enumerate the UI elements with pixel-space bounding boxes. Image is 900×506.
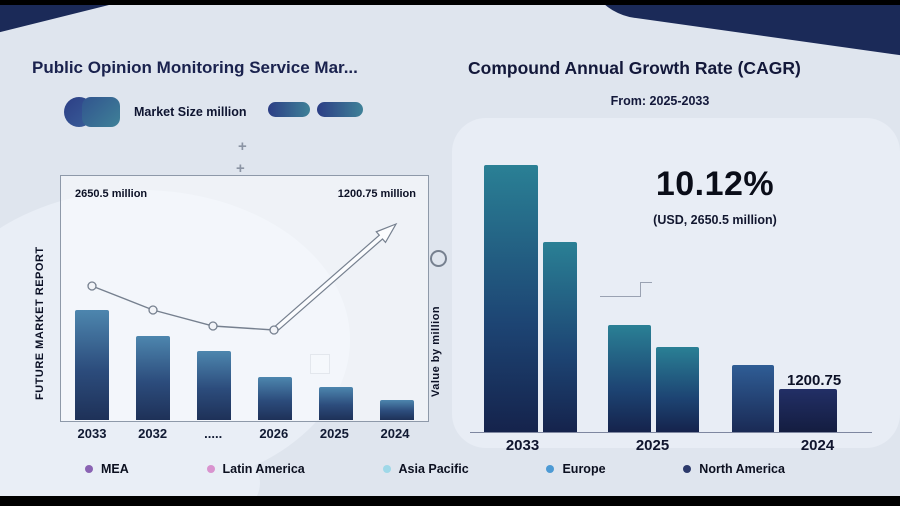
cagr-percentage: 10.12% <box>655 165 775 203</box>
step-decoration <box>640 282 652 283</box>
corner-shape-top-left <box>0 0 129 39</box>
region-legend: MEA Latin America Asia Pacific Europe North … <box>85 462 785 476</box>
legend-label: North America <box>699 462 785 476</box>
legend-dot-icon <box>382 465 391 473</box>
gradient-blob-icon <box>64 96 120 128</box>
market-x-axis-labels: 2033 2032..... 2026 2025 2024 <box>60 426 427 441</box>
pill-decoration <box>268 102 363 117</box>
legend-item-latin-america: Latin America <box>206 462 305 476</box>
plus-decoration: + <box>236 160 245 177</box>
plus-decoration: + <box>238 138 247 155</box>
trend-line-and-arrow <box>87 222 398 335</box>
pill-shape <box>82 97 120 127</box>
cagr-subtitle: From: 2025-2033 <box>610 94 710 108</box>
cagr-value-block: 10.12% (USD, 2650.5 million) <box>590 165 840 227</box>
value-label-2024: 1200.75 million <box>337 188 416 200</box>
x-label-2024: 2024 <box>800 437 835 454</box>
pill-shape <box>268 102 310 117</box>
market-x-label: 2026 <box>259 426 289 441</box>
cagr-bar-2025-secondary <box>656 346 699 432</box>
cagr-y-axis-label: Value by million <box>430 305 442 397</box>
left-chart-title: Public Opinion Monitoring Service Mar... <box>32 58 358 77</box>
legend-dot-icon <box>683 465 692 473</box>
step-decoration <box>600 283 641 297</box>
market-bar-..... <box>197 351 231 420</box>
cagr-bar-2033-primary <box>484 165 538 432</box>
legend-item-europe: Europe <box>546 462 606 476</box>
x-label-2033: 2033 <box>505 437 540 454</box>
cagr-x-axis-labels: 2033 2025 2024 <box>470 437 872 457</box>
growth-arrow <box>274 222 398 331</box>
market-bars <box>61 310 428 420</box>
cagr-group <box>484 165 577 432</box>
cagr-group <box>608 325 699 432</box>
top-frame-bar <box>0 0 900 5</box>
circle-decoration <box>430 250 447 267</box>
legend-dot-icon <box>85 465 93 473</box>
market-x-label: 2033 <box>77 426 107 441</box>
cagr-basis: (USD, 2650.5 million) <box>653 213 777 227</box>
cagr-bar-2024-secondary <box>779 389 837 432</box>
left-chart-y-axis-label: FUTURE MARKET REPORT <box>34 246 46 400</box>
market-bar-2025 <box>319 386 353 420</box>
market-x-label: 2025 <box>319 426 349 441</box>
legend-dot-icon <box>546 465 555 473</box>
cagr-bar-chart <box>470 158 872 433</box>
market-x-label: 2032 <box>138 426 168 441</box>
legend-dot-icon <box>206 465 215 473</box>
value-label-2033: 2650.5 million <box>75 188 148 200</box>
market-x-label: ..... <box>204 426 223 441</box>
x-label-2025: 2025 <box>635 437 670 454</box>
legend-label: Europe <box>562 462 606 476</box>
legend-item-north-america: North America <box>683 462 785 476</box>
legend-item-asia-pacific: Asia Pacific <box>382 462 469 476</box>
market-size-bar-chart: 2650.5 million 1200.75 million <box>60 175 429 422</box>
pill-shape <box>317 102 363 117</box>
market-size-legend-label: Market Size million <box>134 105 247 119</box>
legend-item-mea: MEA <box>85 462 129 476</box>
cagr-2024-value: 1200.75 <box>787 372 842 389</box>
cagr-title: Compound Annual Growth Rate (CAGR) <box>468 58 801 78</box>
market-bar-2032 <box>136 335 170 420</box>
bottom-frame-bar <box>0 496 900 506</box>
corner-shape-top-right <box>575 0 900 60</box>
cagr-bar-2025-primary <box>608 325 651 432</box>
legend-label: Asia Pacific <box>398 462 469 476</box>
cagr-bar-2033-secondary <box>543 242 577 432</box>
market-size-legend: Market Size million <box>64 96 247 128</box>
market-bar-2033 <box>75 310 109 420</box>
market-bar-2024 <box>380 400 414 420</box>
market-x-label: 2024 <box>380 426 410 441</box>
legend-label: Latin America <box>222 462 305 476</box>
market-bar-2026 <box>258 376 292 420</box>
cagr-bar-2024-primary <box>732 365 774 432</box>
legend-label: MEA <box>101 462 129 476</box>
cagr-group <box>732 365 837 432</box>
